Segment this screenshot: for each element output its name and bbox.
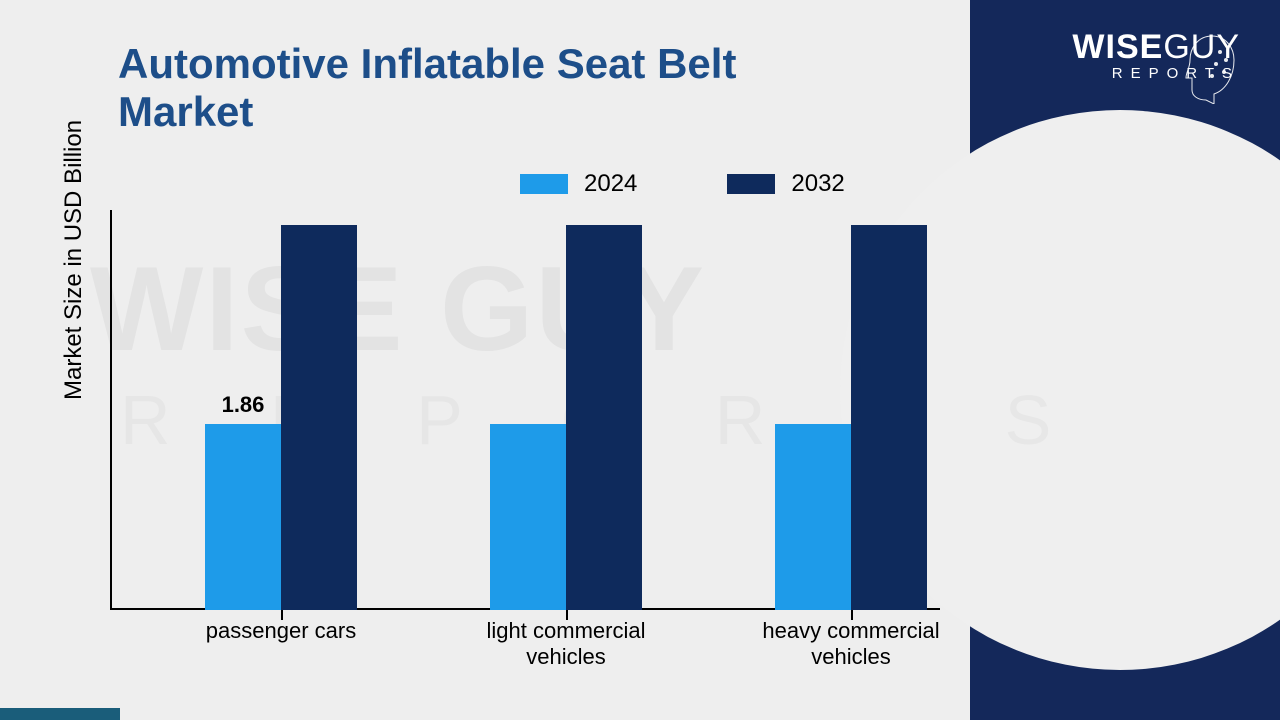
legend-item-2032: 2032 <box>727 170 844 198</box>
chart-canvas: WISE GUY R E P O R T S WISEGUY REPORTS A… <box>0 0 1280 720</box>
bar-2024-2 <box>775 424 851 610</box>
legend-swatch-2032 <box>727 174 775 194</box>
brand-logo: WISEGUY REPORTS <box>1072 30 1240 81</box>
bar-2024-1 <box>490 424 566 610</box>
logo-word-1: WISE <box>1072 28 1163 66</box>
plot-area: 1.86 passenger carslight commercial vehi… <box>110 210 940 610</box>
head-icon <box>1184 34 1240 104</box>
legend-label-2032: 2032 <box>791 170 844 198</box>
chart-title: Automotive Inflatable Seat Belt Market <box>118 40 838 137</box>
legend-item-2024: 2024 <box>520 170 637 198</box>
bottom-accent-bar <box>0 708 120 720</box>
legend-label-2024: 2024 <box>584 170 637 198</box>
category-label-1: light commercial vehicles <box>466 618 666 671</box>
category-label-2: heavy commercial vehicles <box>751 618 951 671</box>
bar-2032-1 <box>566 225 642 610</box>
legend: 2024 2032 <box>520 170 845 198</box>
category-label-0: passenger cars <box>181 618 381 644</box>
legend-swatch-2024 <box>520 174 568 194</box>
y-axis <box>110 210 112 610</box>
bar-2024-0 <box>205 424 281 610</box>
bar-2032-2 <box>851 225 927 610</box>
bar-value-label: 1.86 <box>193 392 293 418</box>
y-axis-label: Market Size in USD Billion <box>60 120 88 400</box>
